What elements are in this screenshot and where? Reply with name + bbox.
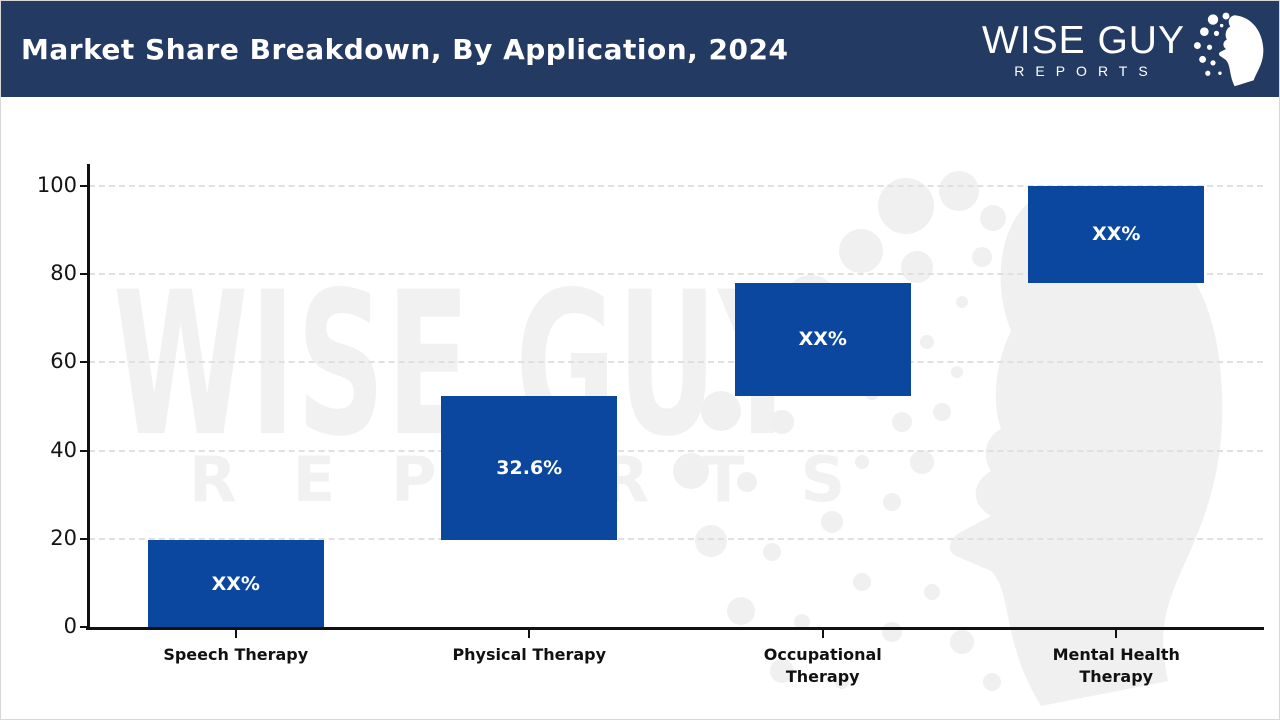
x-axis-line [86,627,1264,630]
y-tick-mark [80,361,89,364]
y-gridline [89,185,1263,187]
y-gridline [89,449,1263,452]
bar: XX% [147,540,324,627]
y-gridline [89,537,1263,540]
header-bar: Market Share Breakdown, By Application, … [1,1,1279,97]
bar: XX% [1028,186,1205,283]
x-tick-mark [1115,629,1118,638]
brand-logo: WISE GUY REPORTS [982,7,1265,91]
y-tick-mark [80,537,89,540]
y-tick-label: 60 [50,349,77,374]
x-tick-mark [234,629,237,638]
bar-value-label: XX% [211,572,260,595]
y-tick-mark [80,626,89,628]
bar-value-label: 32.6% [496,457,563,480]
brand-head-icon [1193,12,1264,87]
page-title: Market Share Breakdown, By Application, … [21,32,789,66]
x-tick-mark [821,629,824,638]
y-tick-label: 20 [50,525,77,550]
x-category-label: Mental Health Therapy [1052,645,1180,686]
y-gridline [89,273,1263,276]
y-tick-label: 100 [36,173,77,197]
bar: 32.6% [441,396,618,541]
x-category-label: Occupational Therapy [763,645,882,686]
y-gridline [89,361,1263,364]
y-tick-label: 0 [63,614,77,638]
brand-subname: REPORTS [1014,62,1159,79]
x-tick-mark [528,629,531,638]
y-tick-mark [80,273,89,276]
bar-value-label: XX% [798,328,847,351]
bar: XX% [734,282,911,397]
brand-name: WISE GUY [981,18,1185,62]
brand-logo-text: WISE GUY REPORTS [982,21,1185,78]
y-axis-line [87,164,90,630]
x-category-label: Physical Therapy [452,645,607,664]
y-tick-label: 40 [50,437,77,462]
bar-value-label: XX% [1092,223,1141,246]
y-tick-mark [80,185,89,187]
y-tick-label: 80 [50,261,77,286]
chart-area: 0 20 40 60 80 100 XX% Speech Therapy 32.6% Physic… [1,97,1279,719]
x-category-label: Speech Therapy [163,645,309,664]
y-tick-mark [80,449,89,452]
